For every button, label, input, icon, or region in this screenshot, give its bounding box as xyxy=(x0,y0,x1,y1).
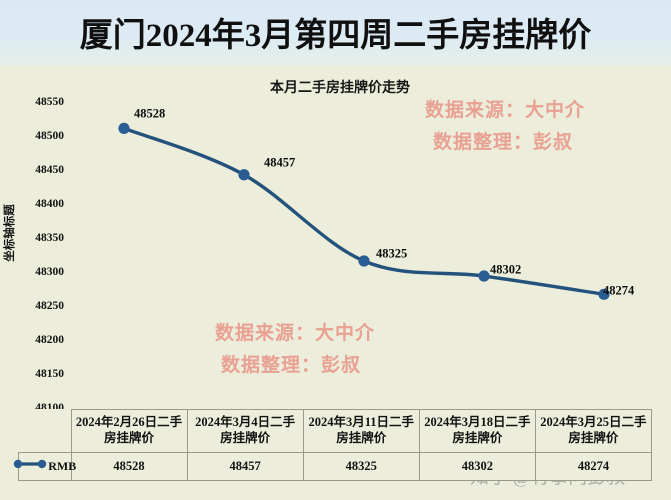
table-header-cell: 2024年3月18日二手房挂牌价 xyxy=(418,409,536,453)
legend-header-cell xyxy=(19,410,72,453)
y-axis: 坐标轴标题 48550 48500 48450 48400 48350 4830… xyxy=(0,95,70,415)
table-header-cell: 2024年3月11日二手房挂牌价 xyxy=(302,409,420,453)
watermark-top: 数据来源：大中介 数据整理：彭叔 xyxy=(425,95,585,154)
data-point-marker[interactable] xyxy=(238,169,250,181)
y-tick-label: 48400 xyxy=(35,198,64,210)
data-table: 2024年2月26日二手房挂牌价 2024年3月4日二手房挂牌价 2024年3月… xyxy=(14,409,653,481)
legend-cell[interactable]: RMB xyxy=(14,452,76,481)
watermark-compiled-text: 数据整理：彭叔 xyxy=(433,132,574,153)
y-tick-label: 48200 xyxy=(35,334,64,346)
page-title: 厦门2024年3月第四周二手房挂牌价 xyxy=(79,18,592,54)
y-tick-label: 48450 xyxy=(35,164,64,176)
watermark-middle: 数据来源：大中介 数据整理：彭叔 xyxy=(215,318,375,377)
watermark-source-text: 数据来源：大中介 xyxy=(215,323,376,344)
point-value-label: 48528 xyxy=(134,106,166,121)
table-value-cell: 48457 xyxy=(186,452,304,481)
watermark-compiled-text: 数据整理：彭叔 xyxy=(221,355,362,376)
data-point-marker[interactable] xyxy=(598,288,610,300)
data-point-marker[interactable] xyxy=(478,270,490,282)
legend-label: RMB xyxy=(48,459,77,473)
table-row: RMB 48528 48457 48325 48302 48274 xyxy=(14,452,653,481)
point-value-label: 48302 xyxy=(490,262,522,277)
y-tick-label: 48150 xyxy=(35,368,64,380)
table-header-row: 2024年2月26日二手房挂牌价 2024年3月4日二手房挂牌价 2024年3月… xyxy=(19,409,653,453)
legend-line-marker-icon xyxy=(13,457,47,476)
line-chart-svg xyxy=(118,122,610,300)
y-tick-label: 48350 xyxy=(35,232,64,244)
plot-area: 48528 48457 48325 48302 48274 xyxy=(70,95,660,408)
watermark-source-text: 数据来源：大中介 xyxy=(425,100,586,121)
data-point-marker[interactable] xyxy=(118,122,130,134)
y-axis-title: 坐标轴标题 xyxy=(4,204,16,262)
point-value-label: 48325 xyxy=(376,246,408,261)
table-value-cell: 48302 xyxy=(418,452,536,481)
table-header-cell: 2024年3月25日二手房挂牌价 xyxy=(534,409,653,453)
y-tick-label: 48500 xyxy=(35,130,64,142)
table-header-cell: 2024年2月26日二手房挂牌价 xyxy=(70,409,188,453)
point-value-label: 48457 xyxy=(264,155,296,170)
chart-subtitle: 本月二手房挂牌价走势 xyxy=(270,81,410,96)
y-tick-label: 48300 xyxy=(35,266,64,278)
series-markers xyxy=(118,122,610,300)
table-value-cell: 48274 xyxy=(534,452,653,481)
title-band: 厦门2024年3月第四周二手房挂牌价 xyxy=(0,0,671,66)
point-value-label: 48274 xyxy=(603,283,635,298)
y-tick-label: 48550 xyxy=(35,96,64,108)
table-value-cell: 48528 xyxy=(70,452,188,481)
data-point-marker[interactable] xyxy=(358,255,370,267)
y-tick-label: 48250 xyxy=(35,300,64,312)
table-value-cell: 48325 xyxy=(302,452,420,481)
legend-entry-rmb[interactable]: RMB xyxy=(14,455,76,478)
table-header-cell: 2024年3月4日二手房挂牌价 xyxy=(186,409,304,453)
